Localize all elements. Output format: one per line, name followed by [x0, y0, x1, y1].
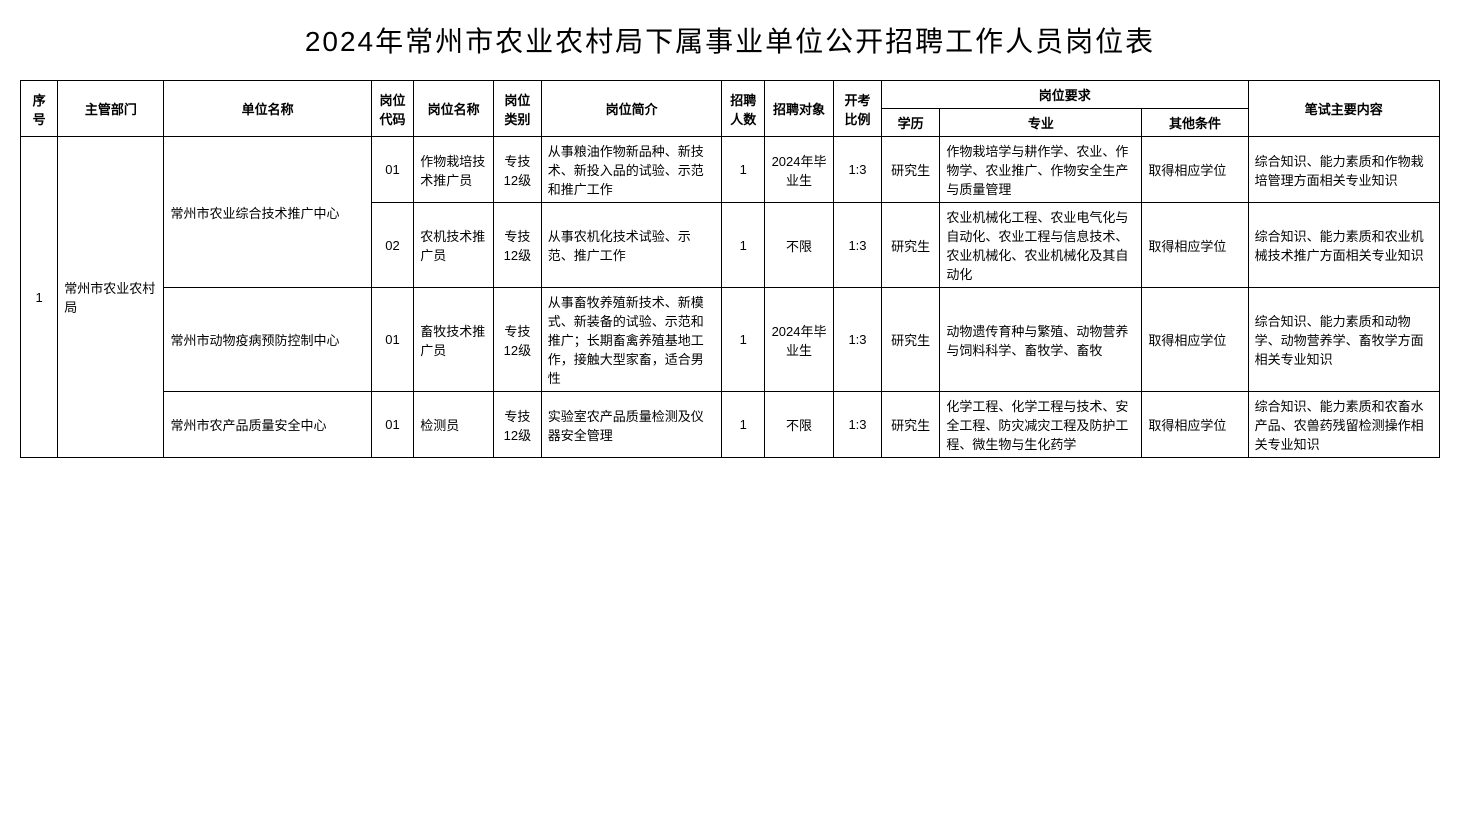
cell-other: 取得相应学位 [1142, 288, 1248, 392]
cell-target: 2024年毕业生 [765, 288, 834, 392]
header-ratio: 开考比例 [834, 81, 882, 137]
cell-desc: 从事粮油作物新品种、新技术、新投入品的试验、示范和推广工作 [541, 137, 722, 203]
header-other: 其他条件 [1142, 109, 1248, 137]
cell-posname: 检测员 [414, 392, 494, 458]
table-row: 常州市动物疫病预防控制中心 01 畜牧技术推广员 专技12级 从事畜牧养殖新技术… [21, 288, 1440, 392]
cell-dept: 常州市农业农村局 [58, 137, 164, 458]
cell-ratio: 1:3 [834, 288, 882, 392]
cell-count: 1 [722, 137, 765, 203]
header-code: 岗位代码 [371, 81, 414, 137]
cell-posname: 农机技术推广员 [414, 203, 494, 288]
header-unit: 单位名称 [164, 81, 371, 137]
header-row-1: 序号 主管部门 单位名称 岗位代码 岗位名称 岗位类别 岗位简介 招聘人数 招聘… [21, 81, 1440, 109]
cell-count: 1 [722, 288, 765, 392]
header-posname: 岗位名称 [414, 81, 494, 137]
recruitment-table: 序号 主管部门 单位名称 岗位代码 岗位名称 岗位类别 岗位简介 招聘人数 招聘… [20, 80, 1440, 458]
header-count: 招聘人数 [722, 81, 765, 137]
header-seq: 序号 [21, 81, 58, 137]
cell-edu: 研究生 [881, 203, 939, 288]
cell-exam: 综合知识、能力素质和农畜水产品、农兽药残留检测操作相关专业知识 [1248, 392, 1439, 458]
cell-exam: 综合知识、能力素质和动物学、动物营养学、畜牧学方面相关专业知识 [1248, 288, 1439, 392]
cell-target: 2024年毕业生 [765, 137, 834, 203]
cell-ratio: 1:3 [834, 392, 882, 458]
cell-exam: 综合知识、能力素质和作物栽培管理方面相关专业知识 [1248, 137, 1439, 203]
cell-target: 不限 [765, 392, 834, 458]
cell-major: 农业机械化工程、农业电气化与自动化、农业工程与信息技术、农业机械化、农业机械化及… [940, 203, 1142, 288]
cell-postype: 专技12级 [493, 137, 541, 203]
cell-major: 化学工程、化学工程与技术、安全工程、防灾减灾工程及防护工程、微生物与生化药学 [940, 392, 1142, 458]
cell-unit: 常州市农业综合技术推广中心 [164, 137, 371, 288]
cell-code: 01 [371, 288, 414, 392]
header-target: 招聘对象 [765, 81, 834, 137]
page-title: 2024年常州市农业农村局下属事业单位公开招聘工作人员岗位表 [20, 20, 1440, 60]
cell-major: 作物栽培学与耕作学、农业、作物学、农业推广、作物安全生产与质量管理 [940, 137, 1142, 203]
cell-major: 动物遗传育种与繁殖、动物营养与饲料科学、畜牧学、畜牧 [940, 288, 1142, 392]
cell-exam: 综合知识、能力素质和农业机械技术推广方面相关专业知识 [1248, 203, 1439, 288]
cell-other: 取得相应学位 [1142, 137, 1248, 203]
header-req: 岗位要求 [881, 81, 1248, 109]
cell-ratio: 1:3 [834, 137, 882, 203]
cell-target: 不限 [765, 203, 834, 288]
cell-edu: 研究生 [881, 392, 939, 458]
header-edu: 学历 [881, 109, 939, 137]
table-row: 1 常州市农业农村局 常州市农业综合技术推广中心 01 作物栽培技术推广员 专技… [21, 137, 1440, 203]
cell-postype: 专技12级 [493, 203, 541, 288]
cell-code: 01 [371, 392, 414, 458]
cell-count: 1 [722, 203, 765, 288]
table-body: 1 常州市农业农村局 常州市农业综合技术推广中心 01 作物栽培技术推广员 专技… [21, 137, 1440, 458]
header-dept: 主管部门 [58, 81, 164, 137]
header-major: 专业 [940, 109, 1142, 137]
cell-other: 取得相应学位 [1142, 392, 1248, 458]
cell-seq: 1 [21, 137, 58, 458]
cell-posname: 作物栽培技术推广员 [414, 137, 494, 203]
cell-count: 1 [722, 392, 765, 458]
header-desc: 岗位简介 [541, 81, 722, 137]
cell-desc: 从事畜牧养殖新技术、新模式、新装备的试验、示范和推广；长期畜禽养殖基地工作，接触… [541, 288, 722, 392]
cell-edu: 研究生 [881, 137, 939, 203]
cell-edu: 研究生 [881, 288, 939, 392]
cell-other: 取得相应学位 [1142, 203, 1248, 288]
cell-unit: 常州市动物疫病预防控制中心 [164, 288, 371, 392]
cell-code: 02 [371, 203, 414, 288]
table-row: 常州市农产品质量安全中心 01 检测员 专技12级 实验室农产品质量检测及仪器安… [21, 392, 1440, 458]
cell-postype: 专技12级 [493, 392, 541, 458]
cell-ratio: 1:3 [834, 203, 882, 288]
cell-unit: 常州市农产品质量安全中心 [164, 392, 371, 458]
cell-postype: 专技12级 [493, 288, 541, 392]
cell-desc: 实验室农产品质量检测及仪器安全管理 [541, 392, 722, 458]
cell-posname: 畜牧技术推广员 [414, 288, 494, 392]
header-postype: 岗位类别 [493, 81, 541, 137]
cell-desc: 从事农机化技术试验、示范、推广工作 [541, 203, 722, 288]
cell-code: 01 [371, 137, 414, 203]
header-exam: 笔试主要内容 [1248, 81, 1439, 137]
